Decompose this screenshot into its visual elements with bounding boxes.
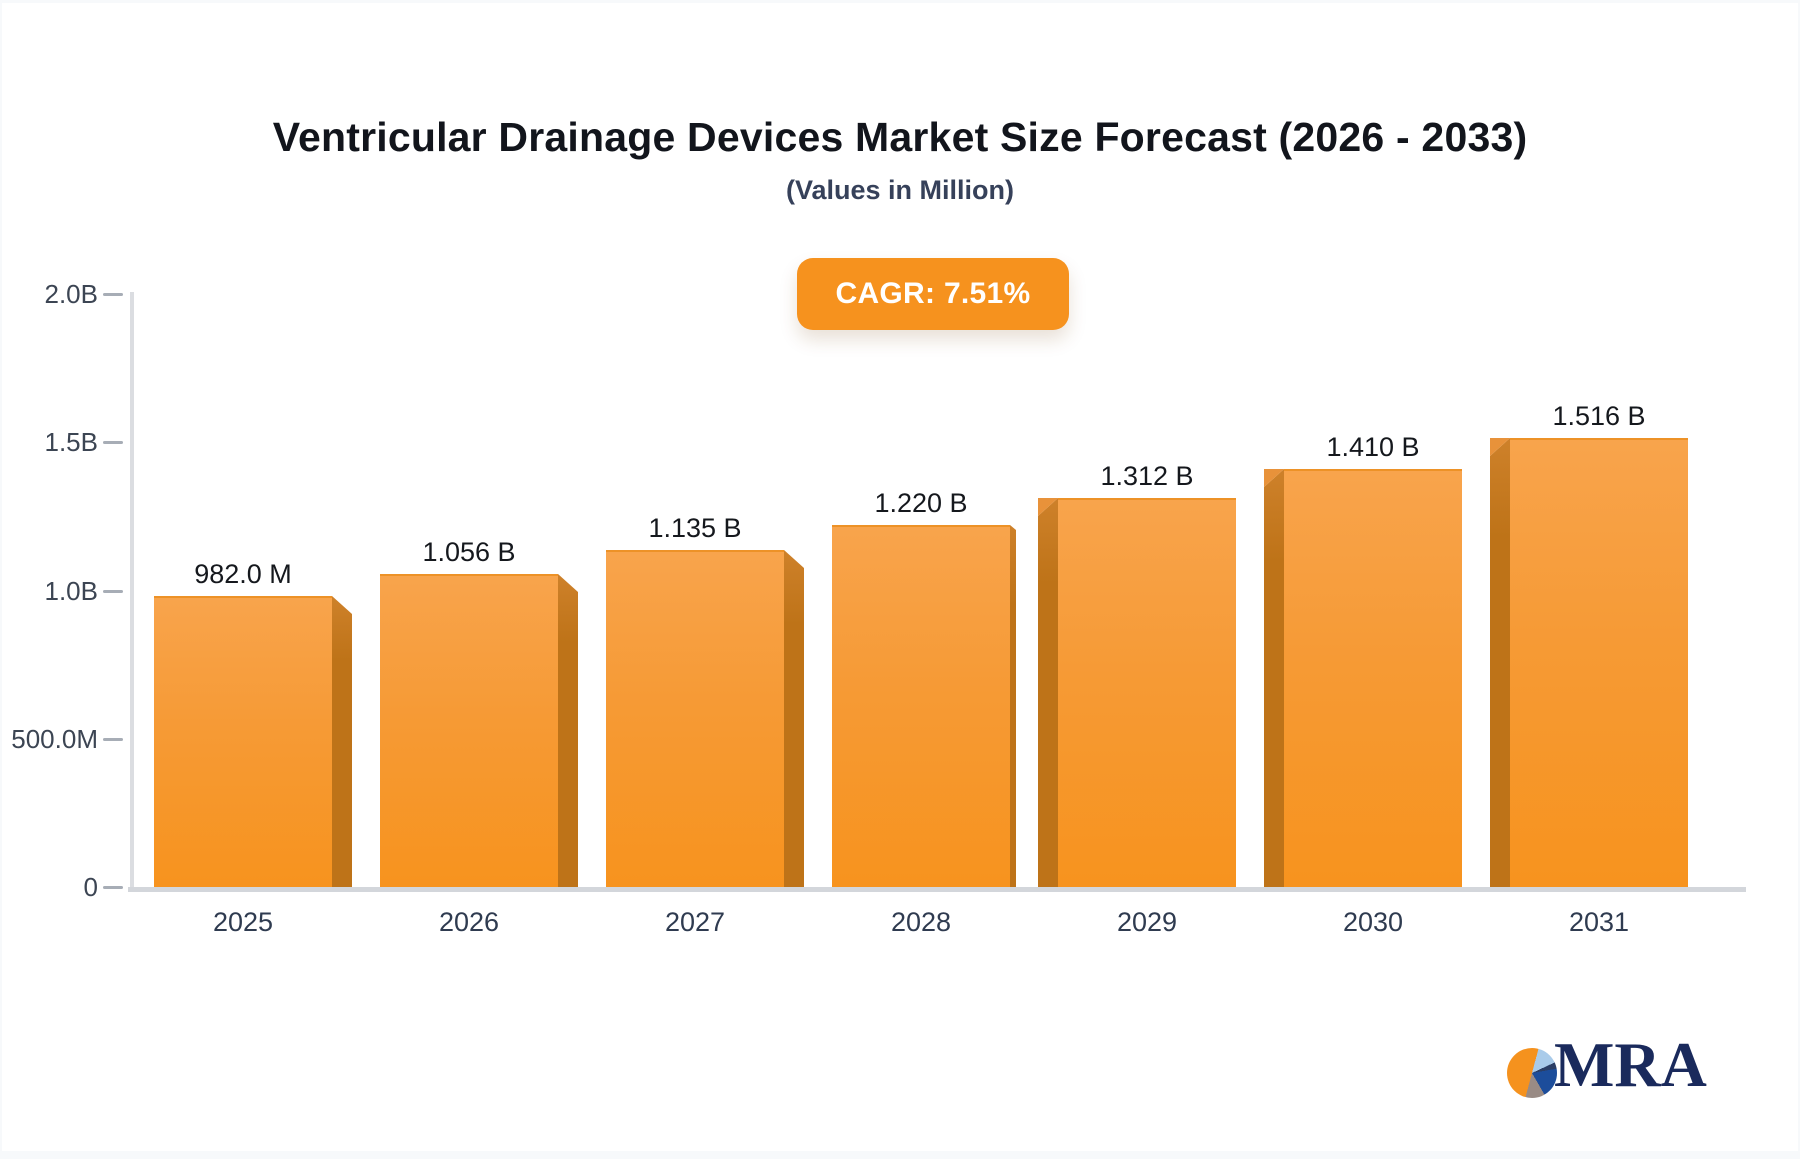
bar-2031 [1490, 438, 1688, 887]
x-tick-label-2027: 2027 [664, 907, 726, 937]
bar-2027 [606, 550, 804, 887]
y-tick-label-0: 0 [83, 872, 98, 902]
logo-text: MRA [1554, 1029, 1707, 1100]
bar-2026 [380, 574, 578, 887]
cagr-badge-label: CAGR: 7.51% [835, 277, 1031, 310]
cagr-badge: CAGR: 7.51% [797, 258, 1069, 330]
bar-chart: 2.0B 1.5B 1.0B 500.0M 0 982.0 M 2025 1.056 B 202… [2, 3, 1800, 1159]
bar-side-2028 [1010, 525, 1016, 887]
x-axis-baseline [128, 887, 1746, 892]
x-tick-label-2025: 2025 [212, 907, 274, 937]
bar-value-label-2026: 1.056 B [422, 537, 516, 567]
y-tick-1.0B [103, 590, 123, 593]
bar-front-2029 [1058, 498, 1236, 887]
y-tick-label-500.0M: 500.0M [11, 724, 98, 754]
bar-side-2026 [558, 574, 578, 887]
bar-value-label-2029: 1.312 B [1100, 461, 1194, 491]
chart-subtitle: (Values in Million) [785, 175, 1015, 205]
bar-value-label-2025: 982.0 M [194, 559, 292, 589]
chart-canvas: Ventricular Drainage Devices Market Size… [2, 3, 1798, 1151]
bar-front-2026 [380, 574, 558, 887]
bar-2029 [1038, 498, 1236, 887]
x-tick-label-2029: 2029 [1116, 907, 1178, 937]
bar-value-label-2031: 1.516 B [1552, 401, 1646, 431]
x-tick-label-2030: 2030 [1342, 907, 1404, 937]
bar-value-label-2027: 1.135 B [648, 513, 742, 543]
bar-front-2031 [1510, 438, 1688, 887]
bar-side-2031 [1490, 438, 1510, 887]
bar-side-2025 [332, 596, 352, 887]
y-tick-1.5B [103, 441, 123, 444]
y-tick-label-1.5B: 1.5B [44, 427, 99, 457]
bar-side-2027 [784, 550, 804, 887]
bar-2030 [1264, 469, 1462, 887]
bar-value-label-2030: 1.410 B [1326, 432, 1420, 462]
y-tick-500.0M [103, 738, 123, 741]
y-tick-label-2.0B: 2.0B [44, 279, 99, 309]
pie-chart-logo-icon [1507, 1048, 1557, 1098]
y-axis-line [130, 292, 134, 888]
y-tick-label-1.0B: 1.0B [44, 576, 99, 606]
x-tick-label-2028: 2028 [890, 907, 952, 937]
y-tick-0 [103, 886, 123, 889]
bar-2025 [154, 596, 352, 887]
x-tick-label-2031: 2031 [1568, 907, 1630, 937]
chart-title: Ventricular Drainage Devices Market Size… [272, 114, 1528, 160]
bar-value-label-2028: 1.220 B [874, 488, 968, 518]
brand-logo: MRA [1505, 1021, 1745, 1105]
x-tick-label-2026: 2026 [438, 907, 500, 937]
bar-side-2030 [1264, 469, 1284, 887]
bar-front-2028 [832, 525, 1010, 887]
bar-front-2030 [1284, 469, 1462, 887]
bar-2028 [832, 525, 1016, 887]
bar-side-2029 [1038, 498, 1058, 887]
y-tick-2.0B [103, 293, 123, 296]
bar-front-2027 [606, 550, 784, 887]
bar-front-2025 [154, 596, 332, 887]
